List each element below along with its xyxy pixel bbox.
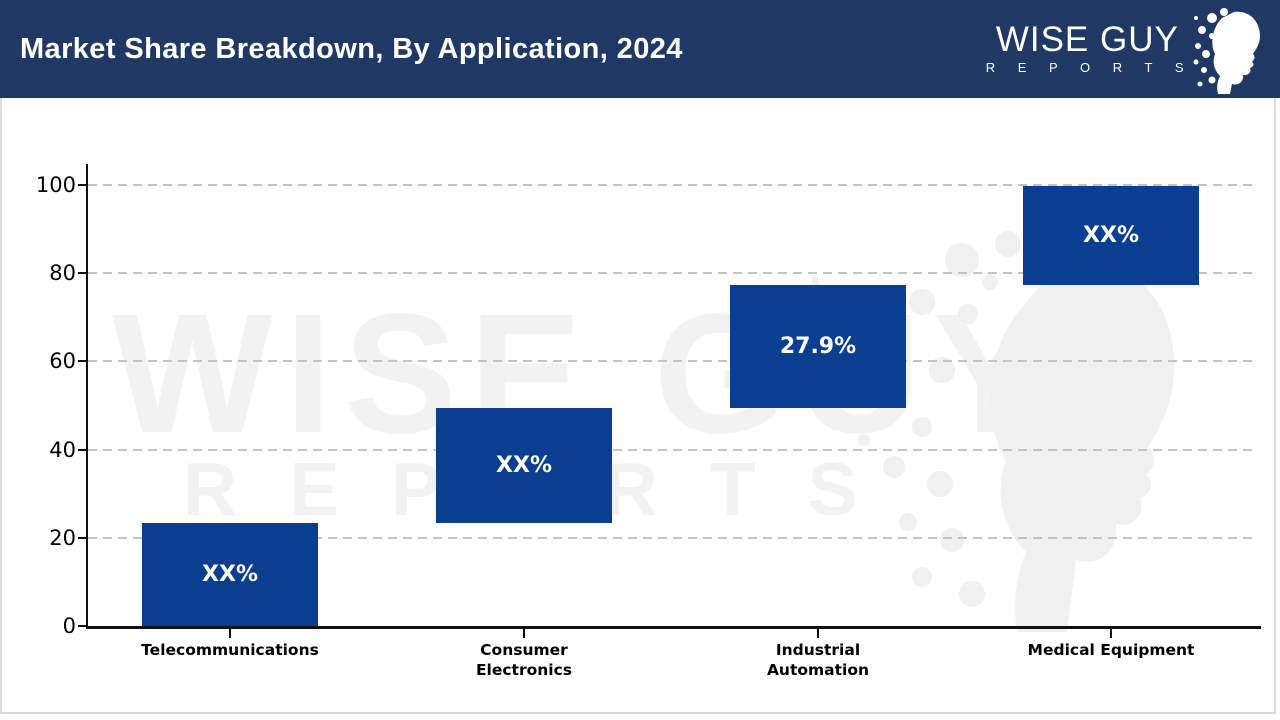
page-title: Market Share Breakdown, By Application, …: [20, 32, 683, 65]
header-bar: Market Share Breakdown, By Application, …: [0, 0, 1280, 98]
bar-label: XX%: [202, 561, 258, 587]
bar: 27.9%: [730, 285, 906, 409]
y-axis: [86, 164, 88, 627]
category-label: Consumer Electronics: [475, 641, 573, 680]
y-tick-mark: [78, 184, 87, 186]
y-tick-label: 0: [62, 614, 76, 638]
bar-label: 27.9%: [779, 334, 857, 360]
brand-logo: WISE GUY R E P O R T S: [986, 0, 1268, 98]
logo-wordmark: WISE GUY R E P O R T S: [982, 22, 1193, 75]
y-tick-mark: [78, 448, 87, 451]
y-tick-mark: [78, 536, 87, 539]
category-label: Industrial Automation: [766, 641, 870, 680]
bar-label: XX%: [496, 452, 552, 478]
bar-label: XX%: [1083, 222, 1139, 248]
y-tick-mark: [78, 625, 87, 627]
gridline: [88, 184, 1254, 186]
x-tick-mark: [817, 629, 819, 638]
logo-reports: R E P O R T S: [985, 60, 1193, 75]
y-tick-label: 60: [49, 349, 76, 374]
y-tick-mark: [78, 272, 87, 275]
gridline: [88, 272, 1254, 275]
category-label: Telecommunications: [141, 641, 319, 659]
category-label: Medical Equipment: [1027, 641, 1195, 659]
x-tick-mark: [523, 629, 525, 638]
y-tick-label: 40: [49, 437, 76, 462]
bar: XX%: [142, 522, 318, 626]
gridline: [88, 360, 1254, 363]
y-tick-mark: [78, 360, 87, 363]
y-tick-label: 80: [49, 261, 76, 286]
bar: XX%: [1023, 185, 1199, 286]
logo-face-icon: [1193, 8, 1260, 94]
gridline: [88, 448, 1254, 451]
y-tick-label: 100: [35, 173, 76, 197]
gridline: [88, 536, 1254, 539]
x-axis: [86, 626, 1261, 629]
x-tick-mark: [1110, 629, 1112, 638]
x-tick-mark: [229, 629, 231, 638]
y-tick-label: 20: [49, 525, 76, 550]
logo-word: WISE GUY: [995, 20, 1179, 59]
bar: XX%: [436, 408, 612, 523]
